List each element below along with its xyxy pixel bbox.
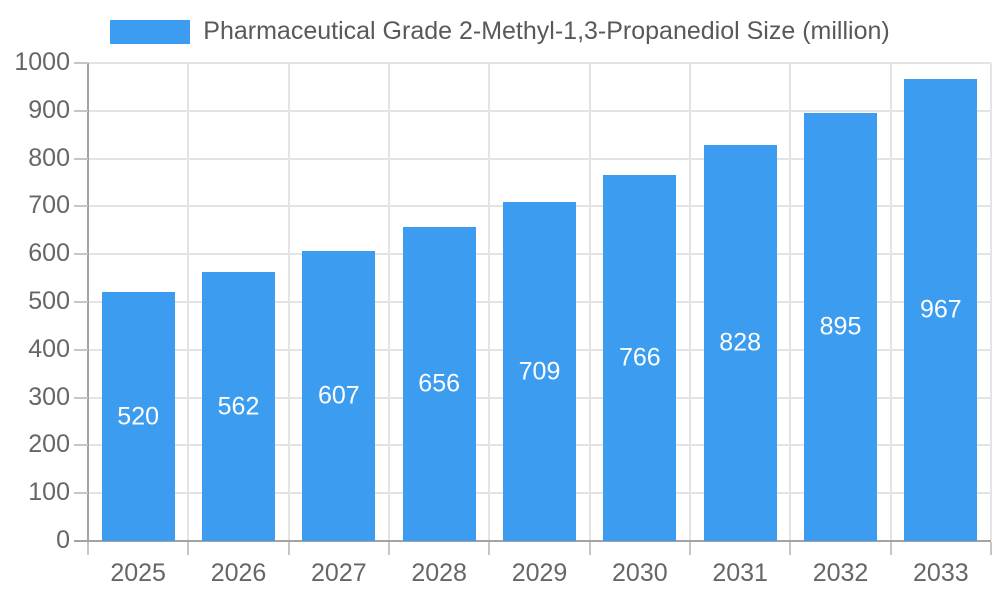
y-axis-tick-100 <box>74 492 88 495</box>
bar-value-label-2027: 607 <box>317 381 360 410</box>
bar-value-label-2025: 520 <box>117 402 160 431</box>
x-axis-tick-1 <box>187 542 190 555</box>
y-axis-tick-600 <box>74 253 88 256</box>
bar-value-label-2030: 766 <box>618 343 661 372</box>
bar-2025[interactable] <box>101 292 175 541</box>
x-axis-tick-4 <box>488 542 491 555</box>
x-axis-label-2025: 2025 <box>110 559 166 587</box>
bar-2033[interactable] <box>904 78 978 541</box>
h-gridline-900 <box>88 109 991 112</box>
x-axis-label-2026: 2026 <box>210 559 267 587</box>
x-axis-label-2031: 2031 <box>712 559 768 587</box>
bar-value-label-2028: 656 <box>418 369 461 398</box>
x-axis-tick-6 <box>689 542 691 555</box>
x-axis-label-2029: 2029 <box>511 559 568 587</box>
x-axis-label-2028: 2028 <box>411 559 467 587</box>
y-axis-tick-400 <box>74 348 88 351</box>
bar-2026[interactable] <box>202 272 275 541</box>
x-axis-tick-2 <box>287 542 290 555</box>
x-axis-tick-5 <box>588 542 591 555</box>
bar-value-label-2033: 967 <box>919 295 962 324</box>
y-axis-label-0: 0 <box>56 526 70 554</box>
v-gridline-8 <box>889 63 892 541</box>
chart-legend[interactable]: Pharmaceutical Grade 2-Methyl-1,3-Propan… <box>0 17 1000 46</box>
v-gridline-7 <box>789 63 792 541</box>
bar-2028[interactable] <box>402 227 476 541</box>
y-axis-label-700: 700 <box>28 191 70 220</box>
x-axis-label-2032: 2032 <box>812 559 869 587</box>
y-axis-label-300: 300 <box>28 382 70 411</box>
y-axis-line <box>87 63 89 555</box>
h-gridline-1000 <box>88 62 991 64</box>
x-axis-tick-9 <box>990 542 992 555</box>
v-gridline-3 <box>388 63 390 541</box>
y-axis-label-800: 800 <box>28 143 70 172</box>
bar-value-label-2031: 828 <box>719 328 762 357</box>
legend-label[interactable]: Pharmaceutical Grade 2-Methyl-1,3-Propan… <box>203 17 890 45</box>
x-axis-label-2030: 2030 <box>612 559 668 587</box>
bar-value-label-2026: 562 <box>217 392 260 421</box>
v-gridline-9 <box>990 63 992 541</box>
y-axis-tick-900 <box>74 109 88 112</box>
x-axis-tick-3 <box>388 542 390 555</box>
x-axis-tick-8 <box>889 542 892 555</box>
y-axis-tick-1000 <box>74 62 88 64</box>
y-axis-tick-300 <box>74 396 88 399</box>
x-axis-label-2033: 2033 <box>913 559 969 587</box>
x-axis-label-2027: 2027 <box>311 559 367 587</box>
bar-value-label-2032: 895 <box>819 312 862 341</box>
y-axis-label-400: 400 <box>28 334 70 363</box>
v-gridline-2 <box>287 63 290 541</box>
plot-area: 520 562 607 656 709 766 828 895 967 <box>88 63 991 541</box>
y-axis-label-100: 100 <box>28 478 70 507</box>
x-axis-tick-0 <box>87 542 89 555</box>
v-gridline-1 <box>187 63 190 541</box>
x-axis-tick-7 <box>789 542 792 555</box>
y-axis-label-600: 600 <box>28 239 70 268</box>
bar-2032[interactable] <box>804 113 877 541</box>
bar-2030[interactable] <box>603 174 677 541</box>
legend-swatch[interactable] <box>110 19 191 44</box>
bar-2027[interactable] <box>302 250 376 541</box>
x-axis-line <box>74 540 991 542</box>
bar-2031[interactable] <box>703 145 777 541</box>
v-gridline-4 <box>488 63 491 541</box>
y-axis-tick-200 <box>74 444 88 447</box>
v-gridline-6 <box>689 63 691 541</box>
y-axis-tick-500 <box>74 301 88 303</box>
y-axis-tick-800 <box>74 157 88 160</box>
bar-value-label-2029: 709 <box>518 357 561 386</box>
bar-2029[interactable] <box>503 202 576 541</box>
h-gridline-800 <box>88 157 991 160</box>
y-axis-label-900: 900 <box>28 95 70 124</box>
y-axis-label-1000: 1000 <box>14 48 70 76</box>
y-axis-label-200: 200 <box>28 430 70 459</box>
v-gridline-5 <box>588 63 591 541</box>
y-axis-tick-700 <box>74 205 88 208</box>
y-axis-label-500: 500 <box>28 287 70 315</box>
